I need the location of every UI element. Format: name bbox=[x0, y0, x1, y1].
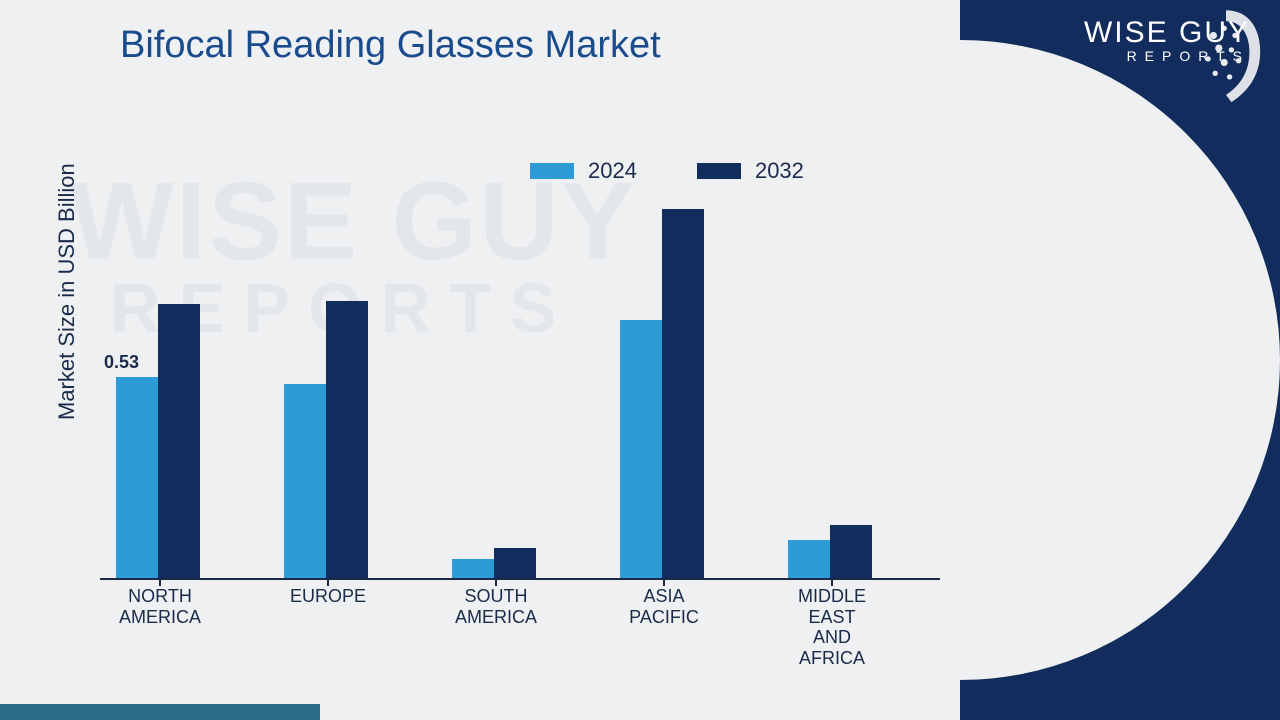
brand-line1: WISE GUY bbox=[1084, 16, 1250, 50]
chart-area: 0.53 bbox=[100, 200, 940, 580]
x-axis-category: EUROPE bbox=[258, 586, 398, 607]
stage: WISE GUY REPORTS Bifocal Reading Glasses… bbox=[0, 0, 1280, 720]
bar-2024 bbox=[620, 320, 662, 578]
footer-bar bbox=[0, 704, 320, 720]
bar-2024 bbox=[452, 559, 494, 578]
legend-swatch-2024 bbox=[530, 163, 574, 179]
brand-logo: WISE GUY REPORTS bbox=[1084, 16, 1250, 64]
bar-2032 bbox=[158, 304, 200, 578]
x-axis-category: ASIAPACIFIC bbox=[594, 586, 734, 627]
x-axis bbox=[100, 578, 940, 580]
bar-2032 bbox=[830, 525, 872, 578]
legend-item-2024: 2024 bbox=[530, 158, 637, 184]
x-axis-category: SOUTHAMERICA bbox=[426, 586, 566, 627]
legend: 2024 2032 bbox=[530, 158, 804, 184]
bar-2032 bbox=[662, 209, 704, 578]
brand-line2: REPORTS bbox=[1084, 48, 1250, 64]
bar-2024 bbox=[284, 384, 326, 578]
x-axis-category: NORTHAMERICA bbox=[90, 586, 230, 627]
legend-label-2024: 2024 bbox=[588, 158, 637, 184]
bar-2032 bbox=[326, 301, 368, 578]
x-axis-category: MIDDLEEASTANDAFRICA bbox=[762, 586, 902, 669]
y-axis-label: Market Size in USD Billion bbox=[54, 163, 80, 420]
bar-2024 bbox=[788, 540, 830, 578]
bar-2032 bbox=[494, 548, 536, 578]
legend-swatch-2032 bbox=[697, 163, 741, 179]
legend-label-2032: 2032 bbox=[755, 158, 804, 184]
legend-item-2032: 2032 bbox=[697, 158, 804, 184]
bar-2024 bbox=[116, 377, 158, 578]
page-title: Bifocal Reading Glasses Market bbox=[120, 24, 661, 67]
side-panel bbox=[960, 0, 1280, 720]
bar-value-label: 0.53 bbox=[104, 352, 139, 373]
